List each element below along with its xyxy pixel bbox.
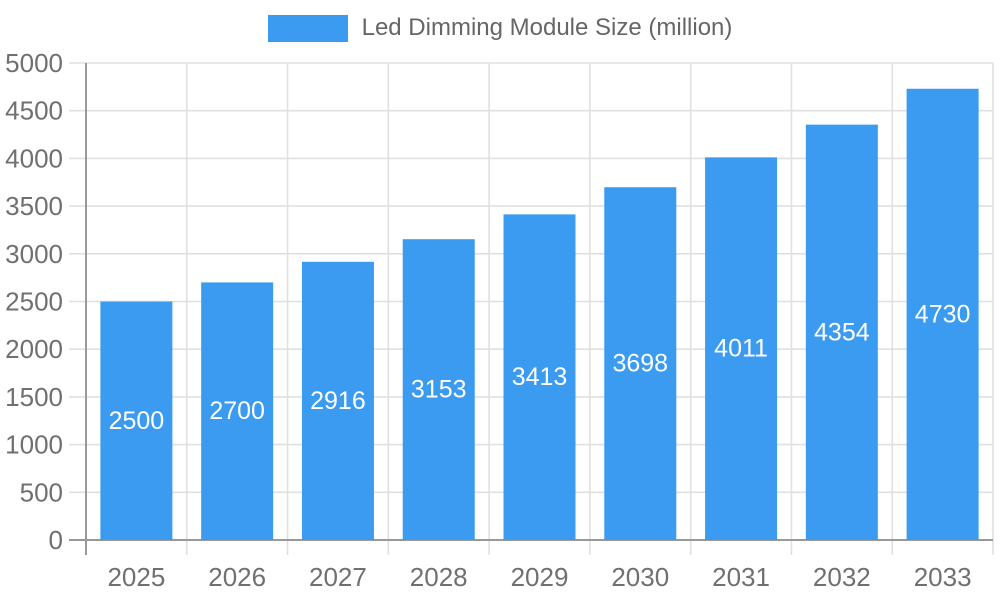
bar-value-label: 4354 (814, 318, 870, 346)
x-tick-label: 2032 (813, 562, 871, 592)
y-tick-label: 1500 (5, 382, 63, 412)
bar-value-label: 3698 (612, 350, 668, 378)
bar-value-label: 2700 (209, 397, 265, 425)
bar-value-label: 2500 (109, 407, 165, 435)
legend-label: Led Dimming Module Size (million) (361, 14, 733, 41)
y-tick-label: 500 (20, 477, 63, 507)
x-tick-label: 2031 (712, 562, 770, 592)
y-tick-label: 4500 (5, 96, 63, 126)
legend-swatch-icon (267, 14, 348, 42)
bar-value-label: 3153 (411, 376, 467, 404)
y-tick-label: 3000 (5, 239, 63, 269)
bar-2028[interactable] (402, 239, 475, 540)
y-tick-label: 3500 (5, 191, 63, 221)
legend[interactable]: Led Dimming Module Size (million) (0, 14, 1000, 42)
y-tick-label: 2000 (5, 334, 63, 364)
x-tick-label: 2030 (611, 562, 669, 592)
bar-value-label: 2916 (310, 387, 366, 415)
x-tick-label: 2026 (208, 562, 266, 592)
bar-value-label: 4730 (915, 300, 971, 328)
bar-2032[interactable] (805, 124, 878, 540)
y-tick-label: 2500 (5, 287, 63, 317)
x-tick-label: 2033 (914, 562, 972, 592)
x-tick-label: 2029 (511, 562, 569, 592)
y-tick-label: 0 (49, 525, 63, 555)
bar-2031[interactable] (705, 157, 778, 541)
bar-2029[interactable] (503, 214, 576, 541)
y-tick-label: 4000 (5, 143, 63, 173)
x-tick-label: 2028 (410, 562, 468, 592)
bar-2026[interactable] (201, 282, 274, 540)
bar-2030[interactable] (604, 187, 677, 540)
bar-2027[interactable] (301, 261, 374, 540)
bar-2033[interactable] (906, 88, 979, 541)
y-tick-label: 1000 (5, 430, 63, 460)
x-tick-label: 2027 (309, 562, 367, 592)
y-tick-label: 5000 (5, 48, 63, 78)
x-tick-label: 2025 (107, 562, 165, 592)
bar-value-label: 4011 (714, 335, 768, 363)
bar-value-label: 3413 (512, 363, 568, 391)
bar-2025[interactable] (100, 301, 173, 541)
